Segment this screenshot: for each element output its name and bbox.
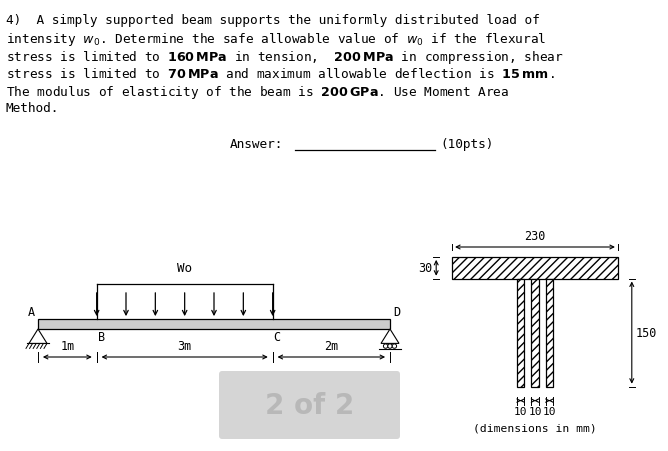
Text: (10pts): (10pts) [440,138,494,151]
Polygon shape [29,329,47,344]
Text: Wo: Wo [177,262,192,274]
Circle shape [388,344,392,349]
Polygon shape [381,329,399,344]
Bar [546,279,553,387]
Text: B: B [98,330,105,343]
Text: 10: 10 [542,406,556,416]
Text: 2 of 2: 2 of 2 [265,391,355,419]
Text: 4)  A simply supported beam supports the uniformly distributed load of: 4) A simply supported beam supports the … [6,14,540,27]
Text: (dimensions in mm): (dimensions in mm) [473,423,597,433]
Text: stress is limited to $\mathbf{160\,MPa}$ in tension,  $\mathbf{200\,MPa}$ in com: stress is limited to $\mathbf{160\,MPa}$… [6,49,564,66]
Text: 150: 150 [636,327,657,339]
Text: intensity $\mathit{w_0}$. Determine the safe allowable value of $\mathit{w_0}$ i: intensity $\mathit{w_0}$. Determine the … [6,32,546,48]
FancyBboxPatch shape [219,371,400,439]
Text: 230: 230 [524,230,546,243]
Text: A: A [28,305,35,318]
Bar [38,319,390,329]
Text: Method.: Method. [6,101,59,114]
Circle shape [392,344,397,349]
Circle shape [383,344,388,349]
Bar [532,279,538,387]
Text: 1m: 1m [60,339,74,352]
Text: 10: 10 [514,406,527,416]
Text: C: C [274,330,281,343]
Bar [452,258,618,279]
Text: 30: 30 [418,262,432,275]
Bar [517,279,524,387]
Text: The modulus of elasticity of the beam is $\mathbf{200\,GPa}$. Use Moment Area: The modulus of elasticity of the beam is… [6,84,509,101]
Text: Answer:: Answer: [230,138,283,151]
Text: 3m: 3m [178,339,192,352]
Text: stress is limited to $\mathbf{70\,MPa}$ and maximum allowable deflection is $\ma: stress is limited to $\mathbf{70\,MPa}$ … [6,66,554,80]
Text: D: D [393,305,400,318]
Text: 10: 10 [528,406,542,416]
Text: 2m: 2m [324,339,339,352]
